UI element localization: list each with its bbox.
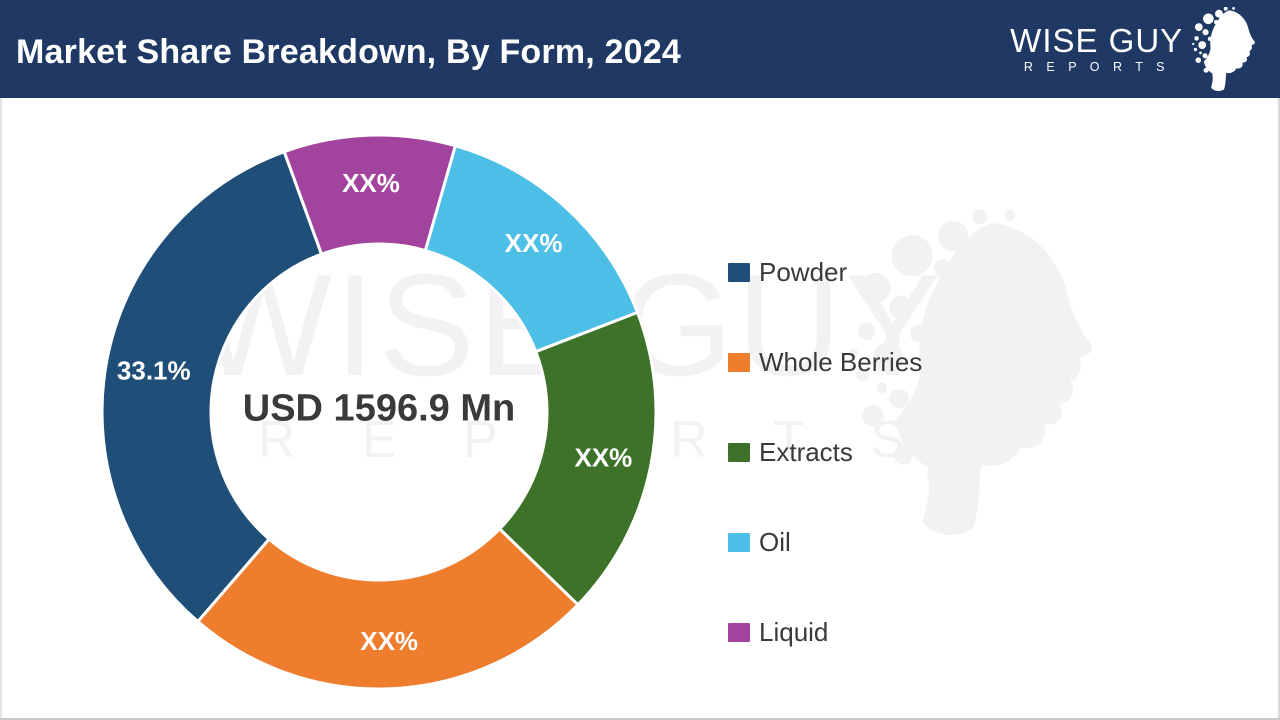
header-bar: Market Share Breakdown, By Form, 2024 WI… <box>0 0 1280 98</box>
donut-data-label-oil: XX% <box>505 228 563 258</box>
donut-data-label-powder: 33.1% <box>117 356 191 386</box>
legend-label-powder: Powder <box>759 257 848 287</box>
page-title: Market Share Breakdown, By Form, 2024 <box>16 32 681 71</box>
donut-segment-whole-berries <box>196 527 580 691</box>
brand-logo: WISE GUY R E P O R T S <box>1010 7 1264 91</box>
chart-center-value: USD 1596.9 Mn <box>242 387 516 430</box>
donut-segment-extracts <box>498 310 658 607</box>
legend-item-oil: Oil <box>728 527 791 557</box>
legend-item-whole-berries: Whole Berries <box>728 347 922 377</box>
legend-label-whole-berries: Whole Berries <box>759 347 923 377</box>
legend-swatch-extracts <box>728 442 750 462</box>
brand-head-icon <box>1192 7 1256 91</box>
donut-segment-liquid <box>282 133 457 256</box>
donut-segment-powder <box>100 150 324 624</box>
legend-swatch-powder <box>728 262 750 282</box>
legend-label-extracts: Extracts <box>759 437 853 467</box>
legend-item-extracts: Extracts <box>728 437 853 467</box>
donut-data-label-whole-berries: XX% <box>360 626 418 656</box>
brand-wordmark: WISE GUY R E P O R T S <box>1010 24 1183 74</box>
donut-data-label-liquid: XX% <box>342 168 400 198</box>
legend-label-oil: Oil <box>759 527 791 557</box>
brand-wordmark-line1: WISE GUY <box>1010 22 1184 60</box>
legend-swatch-liquid <box>728 622 750 642</box>
donut-data-label-extracts: XX% <box>574 443 632 473</box>
legend-item-liquid: Liquid <box>728 617 828 647</box>
legend-swatch-whole-berries <box>728 352 750 372</box>
legend-item-powder: Powder <box>728 257 847 287</box>
legend-label-liquid: Liquid <box>759 617 829 647</box>
brand-wordmark-line2: R E P O R T S <box>1023 60 1170 75</box>
legend-swatch-oil <box>728 532 750 552</box>
